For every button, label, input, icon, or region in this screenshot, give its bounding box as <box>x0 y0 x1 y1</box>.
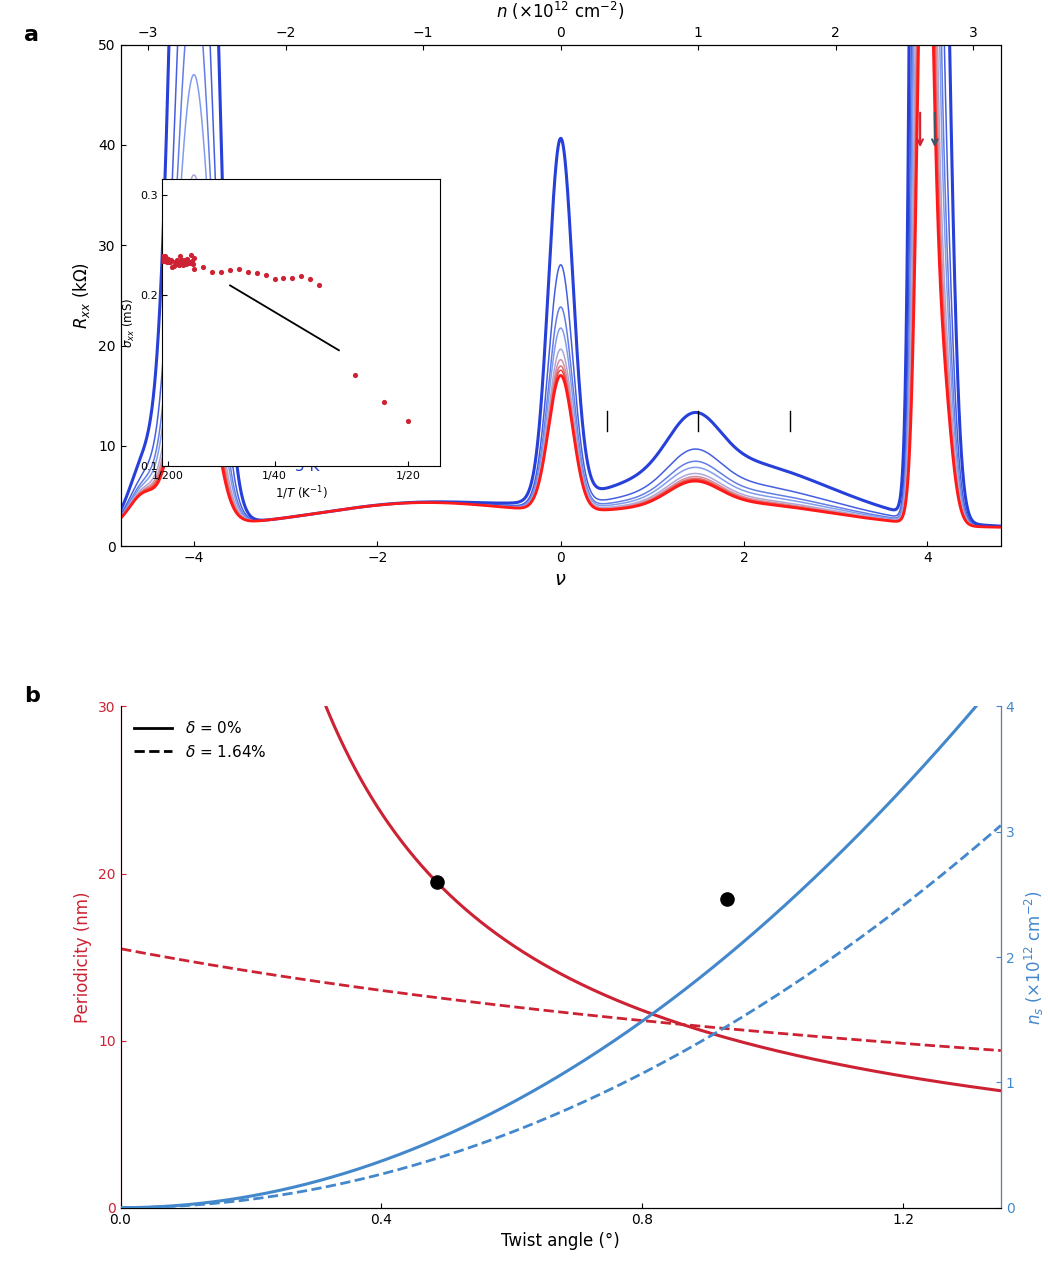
Text: 5 K: 5 K <box>294 459 320 474</box>
Point <box>154 245 171 266</box>
X-axis label: $n$ ($\times$10$^{12}$ cm$^{-2}$): $n$ ($\times$10$^{12}$ cm$^{-2}$) <box>497 0 625 22</box>
Point <box>160 249 177 270</box>
Point <box>156 250 173 271</box>
Point <box>166 256 182 276</box>
Point <box>171 254 188 275</box>
Point <box>155 250 172 271</box>
Point <box>153 248 170 268</box>
Point <box>167 252 183 272</box>
Point <box>170 253 187 273</box>
Point <box>266 268 283 289</box>
Point <box>276 267 292 288</box>
Point <box>187 258 203 279</box>
Y-axis label: Periodicity (nm): Periodicity (nm) <box>74 891 92 1022</box>
Point <box>162 252 179 272</box>
Point <box>180 252 197 272</box>
Text: a: a <box>24 24 39 45</box>
Point <box>158 248 175 268</box>
Point <box>176 252 193 272</box>
Point <box>231 259 247 280</box>
Point <box>375 391 392 412</box>
Point <box>161 252 178 272</box>
Text: b: b <box>24 686 40 707</box>
Point <box>248 263 265 284</box>
Point <box>159 252 176 272</box>
Legend: $\delta$ = 0%, $\delta$ = 1.64%: $\delta$ = 0%, $\delta$ = 1.64% <box>128 714 272 766</box>
Point <box>310 275 327 295</box>
Point <box>719 888 736 909</box>
Point <box>175 256 192 276</box>
Point <box>181 252 198 272</box>
Point <box>183 244 200 265</box>
Point <box>429 872 445 892</box>
Point <box>302 268 319 289</box>
Point <box>172 245 189 266</box>
X-axis label: $\nu$: $\nu$ <box>554 570 567 589</box>
Point <box>152 250 169 271</box>
Point <box>240 262 257 282</box>
Y-axis label: $n_s$ ($\times$10$^{12}$ cm$^{-2}$): $n_s$ ($\times$10$^{12}$ cm$^{-2}$) <box>1023 889 1046 1025</box>
Point <box>169 249 185 270</box>
Point <box>178 254 195 275</box>
Point <box>213 262 230 282</box>
Point <box>346 364 363 385</box>
Point <box>185 254 202 275</box>
Point <box>182 252 199 272</box>
Point <box>399 412 416 432</box>
Point <box>292 266 310 286</box>
Point <box>184 250 201 271</box>
Text: 80 K: 80 K <box>294 424 329 438</box>
Y-axis label: $R_{xx}$ (k$\Omega$): $R_{xx}$ (k$\Omega$) <box>71 262 92 328</box>
Point <box>187 248 203 268</box>
Point <box>157 245 174 266</box>
Point <box>179 249 196 270</box>
Point <box>173 250 190 271</box>
Point <box>177 250 194 271</box>
Point <box>151 249 168 270</box>
X-axis label: 1/$T$ (K$^{-1}$): 1/$T$ (K$^{-1}$) <box>275 484 328 502</box>
Point <box>204 262 221 282</box>
Point <box>163 249 180 270</box>
Y-axis label: $\sigma_{xx}$ (mS): $\sigma_{xx}$ (mS) <box>121 298 137 348</box>
X-axis label: Twist angle (°): Twist angle (°) <box>501 1232 620 1250</box>
Point <box>165 257 181 277</box>
Point <box>258 265 275 285</box>
Point <box>168 253 184 273</box>
Point <box>195 257 212 277</box>
Point <box>174 250 191 271</box>
Point <box>284 268 301 289</box>
Point <box>222 259 239 280</box>
